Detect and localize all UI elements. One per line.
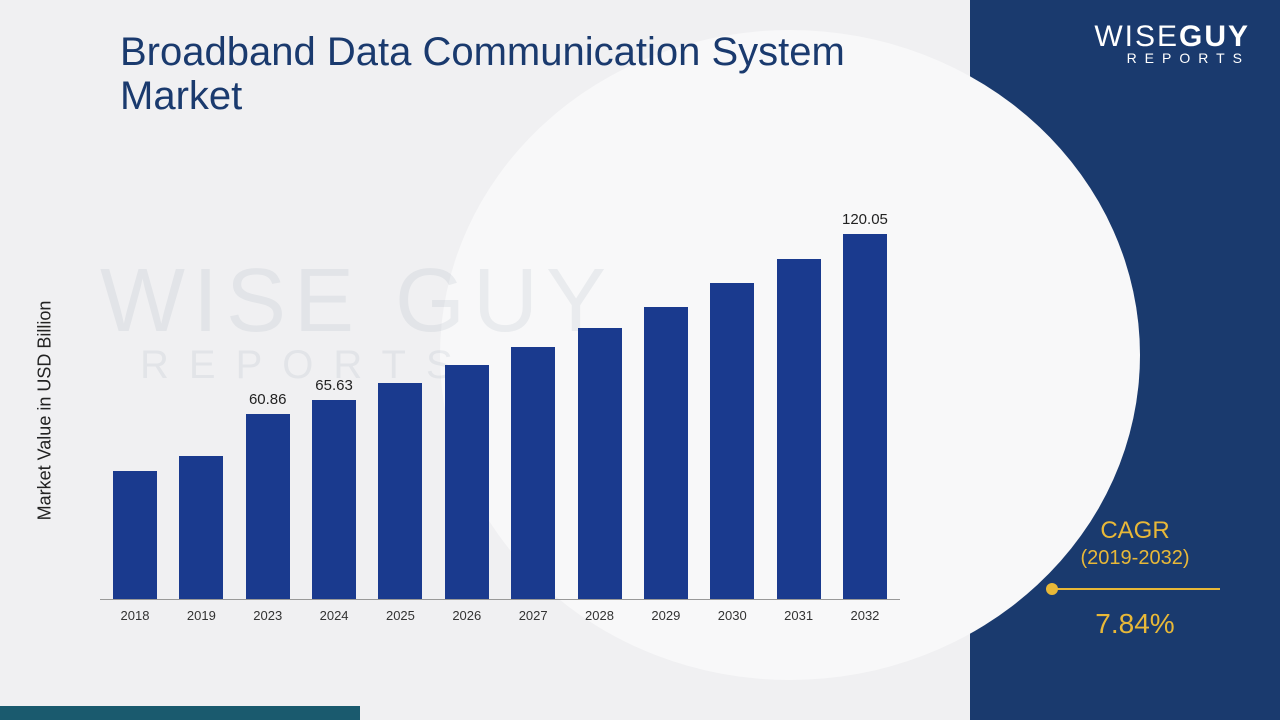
bar bbox=[710, 283, 754, 599]
chart-title: Broadband Data Communication System Mark… bbox=[120, 30, 900, 118]
bar-group: 2018 bbox=[105, 465, 165, 599]
bar-group: 2028 bbox=[570, 322, 630, 599]
bar-x-label: 2029 bbox=[651, 608, 680, 623]
cagr-divider bbox=[1050, 588, 1220, 590]
bar bbox=[378, 383, 422, 599]
brand-logo: WISEGUY REPORTS bbox=[1094, 20, 1250, 66]
bottom-accent-bar bbox=[0, 706, 360, 720]
bar bbox=[843, 234, 887, 599]
bar-group: 120.052032 bbox=[835, 211, 895, 599]
bar bbox=[445, 365, 489, 599]
bar-x-label: 2032 bbox=[850, 608, 879, 623]
bar-x-label: 2019 bbox=[187, 608, 216, 623]
y-axis-label: Market Value in USD Billion bbox=[35, 301, 56, 521]
bar-x-label: 2024 bbox=[320, 608, 349, 623]
bar-x-label: 2030 bbox=[718, 608, 747, 623]
bar-value-label: 60.86 bbox=[249, 391, 287, 408]
bar-group: 60.862023 bbox=[238, 391, 298, 599]
bar bbox=[777, 259, 821, 599]
bar-group: 65.632024 bbox=[304, 377, 364, 600]
logo-word2: GUY bbox=[1179, 20, 1250, 53]
bar bbox=[312, 400, 356, 600]
bar bbox=[511, 347, 555, 599]
cagr-period: (2019-2032) bbox=[1050, 547, 1220, 570]
bar-x-label: 2025 bbox=[386, 608, 415, 623]
bar-value-label: 120.05 bbox=[842, 211, 888, 228]
bar bbox=[113, 471, 157, 599]
bar bbox=[179, 456, 223, 599]
bar bbox=[644, 307, 688, 599]
bar-value-label: 65.63 bbox=[315, 377, 353, 394]
bar-x-label: 2026 bbox=[452, 608, 481, 623]
cagr-box: CAGR (2019-2032) 7.84% bbox=[1050, 517, 1220, 640]
bar-x-label: 2027 bbox=[519, 608, 548, 623]
bar-group: 2027 bbox=[503, 341, 563, 599]
bar bbox=[578, 328, 622, 599]
bar-group: 2030 bbox=[702, 277, 762, 599]
bar bbox=[246, 414, 290, 599]
chart-area: Market Value in USD Billion 2018201960.8… bbox=[60, 170, 900, 630]
bar-group: 2029 bbox=[636, 301, 696, 599]
bar-group: 2031 bbox=[769, 253, 829, 599]
bars-container: 2018201960.86202365.63202420252026202720… bbox=[100, 200, 900, 600]
logo-text: WISEGUY bbox=[1094, 20, 1250, 54]
bar-x-label: 2028 bbox=[585, 608, 614, 623]
logo-word1: WISE bbox=[1094, 20, 1179, 53]
bar-group: 2025 bbox=[370, 377, 430, 599]
cagr-value: 7.84% bbox=[1050, 608, 1220, 640]
bar-x-label: 2031 bbox=[784, 608, 813, 623]
bar-group: 2026 bbox=[437, 359, 497, 599]
bar-x-label: 2023 bbox=[253, 608, 282, 623]
bar-x-label: 2018 bbox=[121, 608, 150, 623]
cagr-title: CAGR bbox=[1050, 517, 1220, 545]
bar-group: 2019 bbox=[171, 450, 231, 599]
